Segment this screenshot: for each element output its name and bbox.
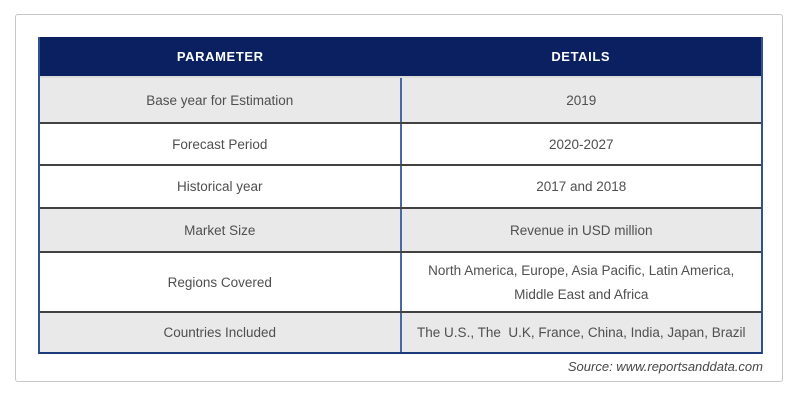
parameter-cell: Market Size [40, 209, 402, 251]
parameter-cell: Forecast Period [40, 124, 402, 164]
source-attribution: Source: www.reportsanddata.com [567, 359, 763, 374]
details-line: North America, Europe, Asia Pacific, Lat… [428, 262, 735, 278]
details-line: 2019 [566, 92, 597, 108]
parameter-cell: Regions Covered [40, 253, 402, 311]
details-line: Revenue in USD million [509, 222, 653, 238]
table-row: Countries Included The U.S., The U.K, Fr… [40, 311, 761, 352]
table-header-row: PARAMETER DETAILS [40, 37, 761, 76]
details-cell: 2020-2027 [402, 124, 762, 164]
details-line: Middle East and Africa [514, 286, 649, 302]
parameter-cell: Countries Included [40, 313, 402, 352]
details-cell: 2019 [402, 78, 762, 122]
table-row: Historical year 2017 and 2018 [40, 164, 761, 207]
details-line: 2017 and 2018 [536, 179, 627, 194]
details-line: The U.S., The U.K, France, China, India,… [417, 325, 746, 340]
column-header-parameter: PARAMETER [176, 49, 264, 64]
table-row: Base year for Estimation 2019 [40, 76, 761, 122]
parameter-cell: Historical year [40, 166, 402, 207]
details-cell: 2017 and 2018 [402, 166, 762, 207]
table-row: Forecast Period 2020-2027 [40, 122, 761, 164]
parameter-cell: Base year for Estimation [40, 78, 402, 122]
details-cell: North America, Europe, Asia Pacific, Lat… [402, 253, 762, 311]
table-row: Regions Covered North America, Europe, A… [40, 251, 761, 311]
report-parameters-table: PARAMETER DETAILS Base year for Estimati… [38, 37, 763, 354]
details-cell: The U.S., The U.K, France, China, India,… [402, 313, 762, 352]
details-line: 2020-2027 [548, 136, 614, 152]
column-header-details: DETAILS [551, 49, 611, 64]
table-row: Market Size Revenue in USD million [40, 207, 761, 251]
details-cell: Revenue in USD million [402, 209, 762, 251]
